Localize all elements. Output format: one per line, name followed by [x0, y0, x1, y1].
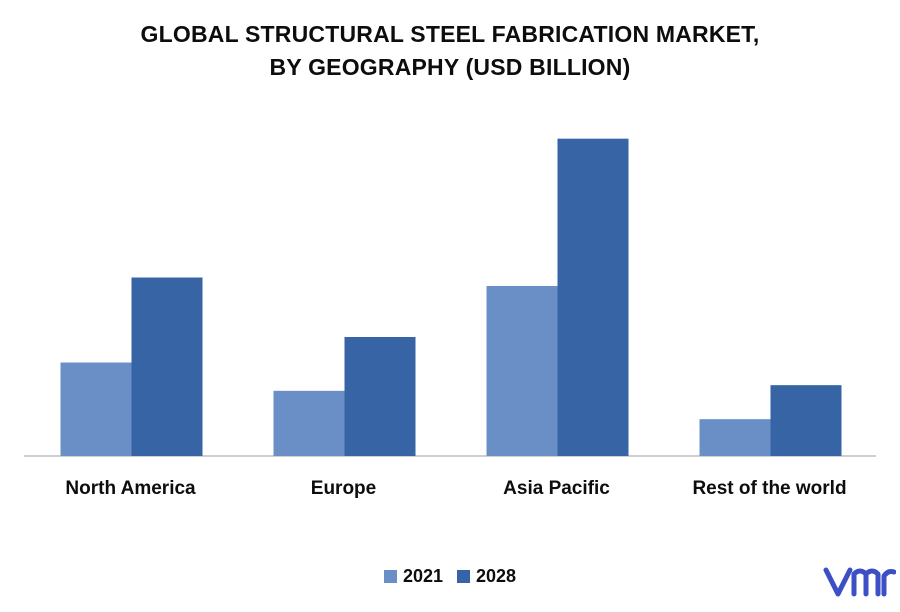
chart-subtitle: BY GEOGRAPHY (USD BILLION) — [269, 54, 631, 80]
bar-rest-of-the-world-2021 — [699, 419, 771, 456]
chart-title: GLOBAL STRUCTURAL STEEL FABRICATION MARK… — [0, 18, 900, 84]
legend-item-2021: 2021 — [383, 566, 443, 587]
legend-swatch-2021 — [383, 570, 397, 583]
x-tick-label: Rest of the world — [692, 478, 846, 499]
bar-north-america-2028 — [131, 277, 203, 456]
legend-label-2021: 2021 — [402, 566, 443, 586]
legend-label-2028: 2028 — [476, 566, 517, 586]
bar-asia-pacific-2021 — [486, 286, 558, 456]
bar-europe-2021 — [273, 390, 345, 456]
chart-legend: 2021 2028 — [0, 566, 900, 587]
legend-swatch-2028 — [457, 570, 470, 583]
x-tick-label: Asia Pacific — [503, 478, 610, 499]
bar-europe-2028 — [344, 337, 416, 456]
bar-north-america-2021 — [60, 362, 132, 456]
vmr-logo-icon — [823, 567, 896, 597]
bar-asia-pacific-2028 — [557, 138, 629, 456]
x-tick-label: Europe — [311, 478, 376, 499]
x-tick-label: North America — [65, 478, 196, 499]
bar-rest-of-the-world-2028 — [770, 385, 842, 456]
chart-title-line1: GLOBAL STRUCTURAL STEEL FABRICATION MARK… — [140, 21, 760, 47]
legend-item-2028: 2028 — [457, 566, 516, 587]
